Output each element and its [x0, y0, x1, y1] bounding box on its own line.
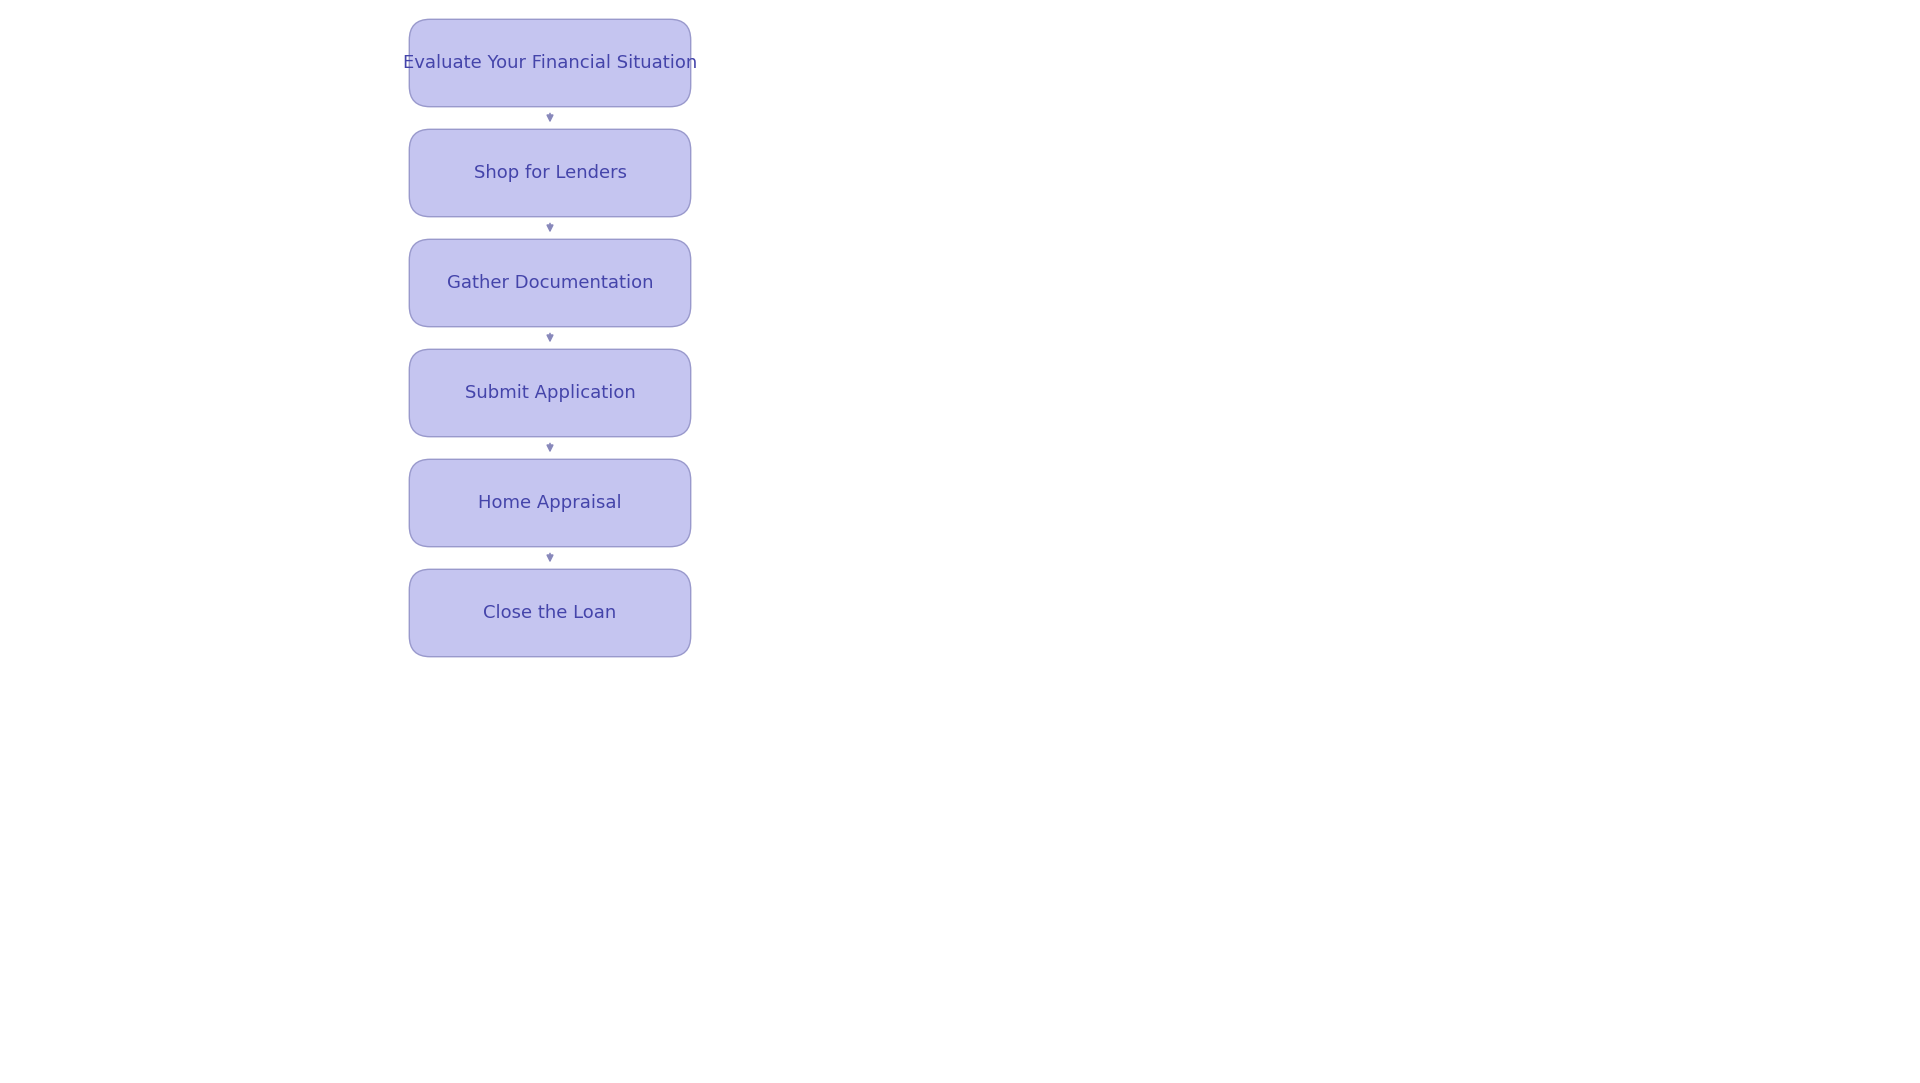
FancyBboxPatch shape [409, 239, 691, 327]
FancyBboxPatch shape [409, 350, 691, 436]
Text: Shop for Lenders: Shop for Lenders [474, 164, 626, 182]
Text: Submit Application: Submit Application [465, 384, 636, 402]
FancyBboxPatch shape [409, 459, 691, 547]
FancyBboxPatch shape [409, 129, 691, 217]
Text: Home Appraisal: Home Appraisal [478, 494, 622, 512]
Text: Gather Documentation: Gather Documentation [447, 274, 653, 292]
FancyBboxPatch shape [409, 570, 691, 656]
FancyBboxPatch shape [409, 19, 691, 107]
Text: Close the Loan: Close the Loan [484, 604, 616, 622]
Text: Evaluate Your Financial Situation: Evaluate Your Financial Situation [403, 54, 697, 71]
